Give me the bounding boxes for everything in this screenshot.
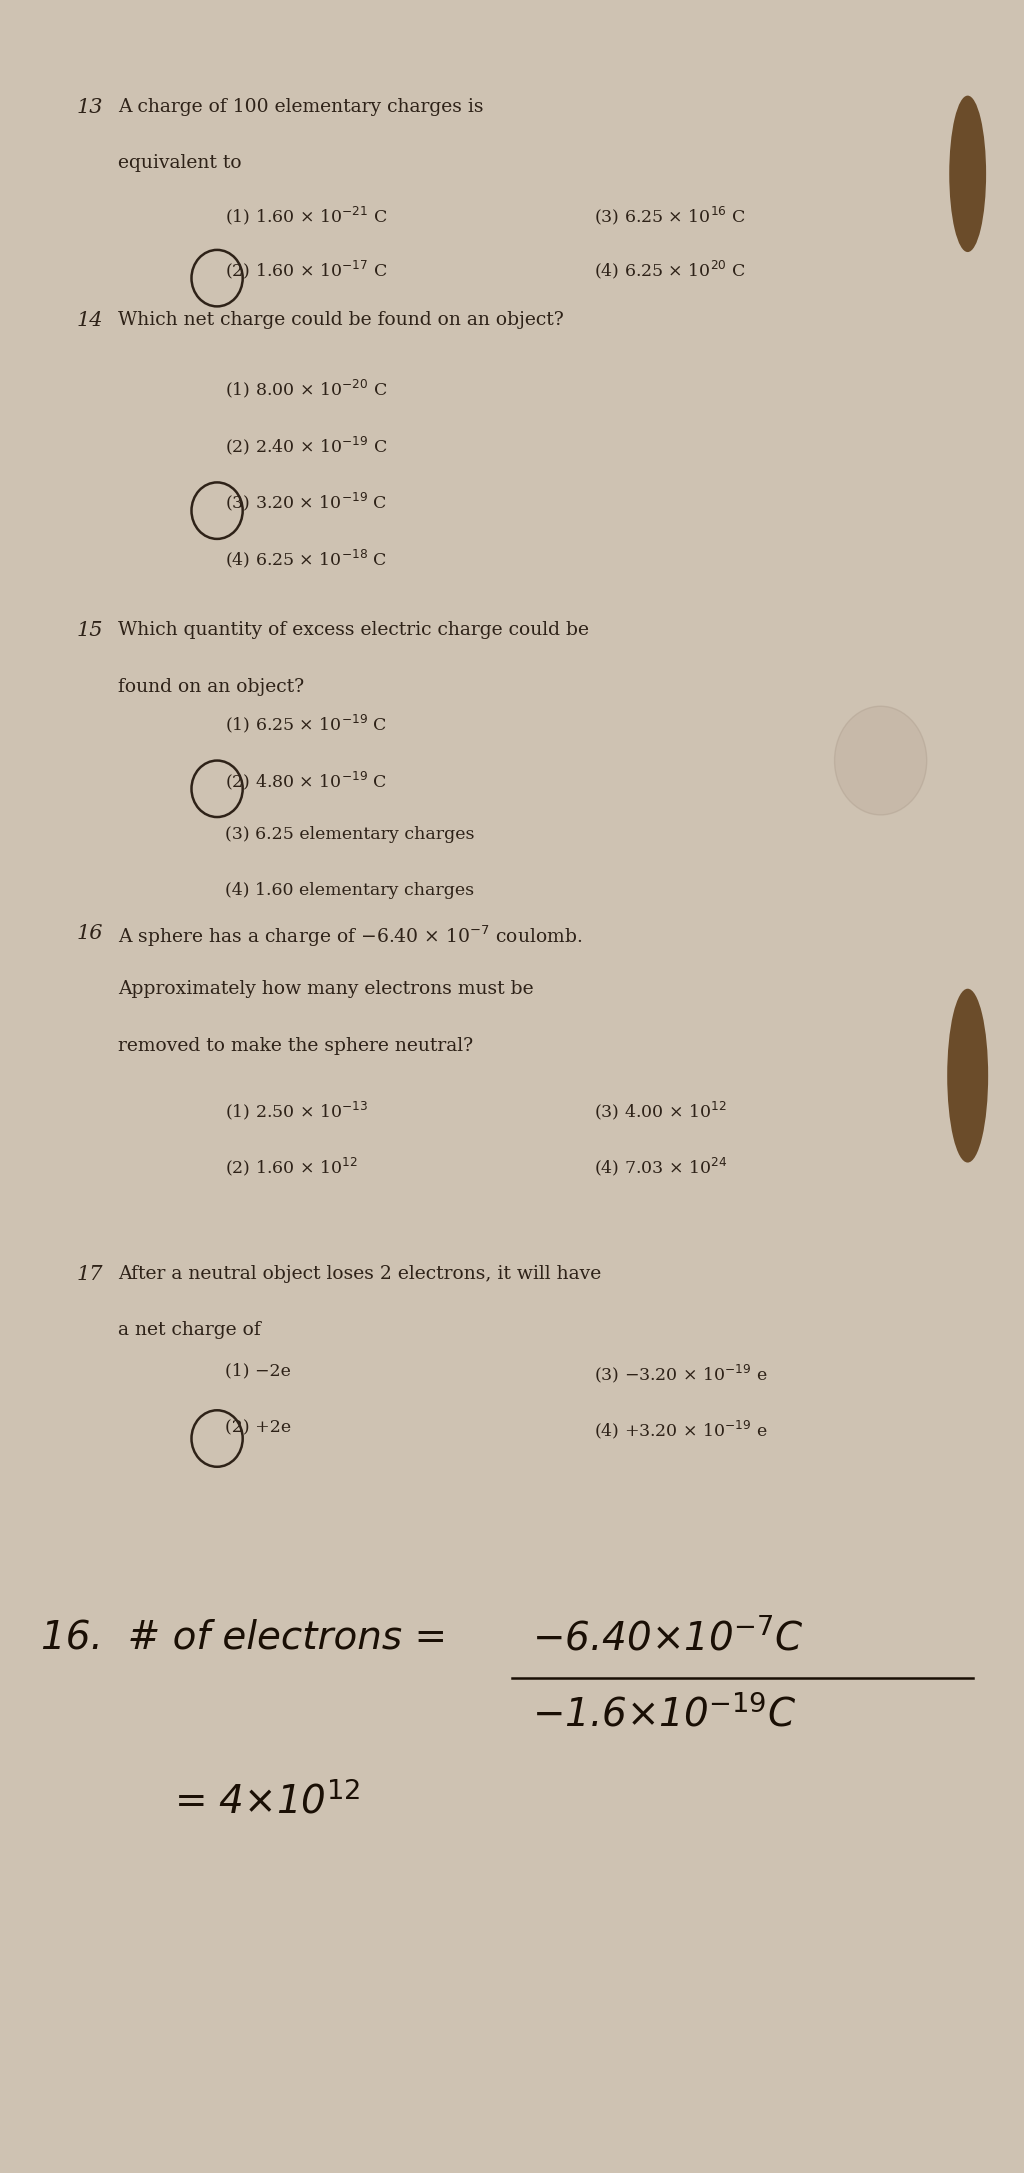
Text: (4) +3.20 × 10$^{-19}$ e: (4) +3.20 × 10$^{-19}$ e [594, 1419, 768, 1441]
Text: equivalent to: equivalent to [118, 154, 242, 172]
Text: After a neutral object loses 2 electrons, it will have: After a neutral object loses 2 electrons… [118, 1265, 601, 1282]
Ellipse shape [949, 96, 986, 252]
Text: −1.6×10$^{-19}$C: −1.6×10$^{-19}$C [532, 1695, 797, 1734]
Text: Approximately how many electrons must be: Approximately how many electrons must be [118, 980, 534, 997]
Text: (2) 1.60 × 10$^{-17}$ C: (2) 1.60 × 10$^{-17}$ C [225, 259, 388, 280]
Text: (2) 4.80 × 10$^{-19}$ C: (2) 4.80 × 10$^{-19}$ C [225, 769, 387, 791]
Text: (4) 6.25 × 10$^{20}$ C: (4) 6.25 × 10$^{20}$ C [594, 259, 745, 280]
Text: 13: 13 [77, 98, 103, 117]
Text: Which quantity of excess electric charge could be: Which quantity of excess electric charge… [118, 621, 589, 639]
Text: (4) 6.25 × 10$^{-18}$ C: (4) 6.25 × 10$^{-18}$ C [225, 548, 387, 569]
Text: A sphere has a charge of −6.40 × 10$^{-7}$ coulomb.: A sphere has a charge of −6.40 × 10$^{-7… [118, 924, 583, 950]
Text: (1) 1.60 × 10$^{-21}$ C: (1) 1.60 × 10$^{-21}$ C [225, 204, 388, 226]
Text: found on an object?: found on an object? [118, 678, 304, 695]
Text: (4) 7.03 × 10$^{24}$: (4) 7.03 × 10$^{24}$ [594, 1156, 727, 1178]
Text: (3) 6.25 elementary charges: (3) 6.25 elementary charges [225, 826, 475, 843]
Text: 16: 16 [77, 924, 103, 943]
Text: Which net charge could be found on an object?: Which net charge could be found on an ob… [118, 311, 563, 328]
Ellipse shape [947, 989, 988, 1163]
Text: 17: 17 [77, 1265, 103, 1284]
Text: a net charge of: a net charge of [118, 1321, 260, 1339]
Text: = 4×10$^{12}$: = 4×10$^{12}$ [174, 1782, 360, 1821]
Text: 14: 14 [77, 311, 103, 330]
Text: (1) 2.50 × 10$^{-13}$: (1) 2.50 × 10$^{-13}$ [225, 1100, 369, 1121]
Text: (3) 6.25 × 10$^{16}$ C: (3) 6.25 × 10$^{16}$ C [594, 204, 745, 226]
Text: removed to make the sphere neutral?: removed to make the sphere neutral? [118, 1037, 473, 1054]
Ellipse shape [835, 706, 927, 815]
Text: 16.  # of electrons =: 16. # of electrons = [41, 1619, 447, 1656]
Text: (3) 4.00 × 10$^{12}$: (3) 4.00 × 10$^{12}$ [594, 1100, 727, 1121]
Text: (2) 2.40 × 10$^{-19}$ C: (2) 2.40 × 10$^{-19}$ C [225, 435, 388, 456]
Text: −6.40×10$^{-7}$C: −6.40×10$^{-7}$C [532, 1619, 804, 1658]
Text: (2) 1.60 × 10$^{12}$: (2) 1.60 × 10$^{12}$ [225, 1156, 358, 1178]
Text: (3) −3.20 × 10$^{-19}$ e: (3) −3.20 × 10$^{-19}$ e [594, 1362, 768, 1384]
Text: (3) 3.20 × 10$^{-19}$ C: (3) 3.20 × 10$^{-19}$ C [225, 491, 387, 513]
Text: 15: 15 [77, 621, 103, 641]
Text: (1) 6.25 × 10$^{-19}$ C: (1) 6.25 × 10$^{-19}$ C [225, 713, 387, 734]
Text: (1) 8.00 × 10$^{-20}$ C: (1) 8.00 × 10$^{-20}$ C [225, 378, 388, 400]
Text: (1) −2e: (1) −2e [225, 1362, 291, 1380]
Text: (4) 1.60 elementary charges: (4) 1.60 elementary charges [225, 882, 474, 900]
Text: (2) +2e: (2) +2e [225, 1419, 292, 1436]
Text: A charge of 100 elementary charges is: A charge of 100 elementary charges is [118, 98, 483, 115]
